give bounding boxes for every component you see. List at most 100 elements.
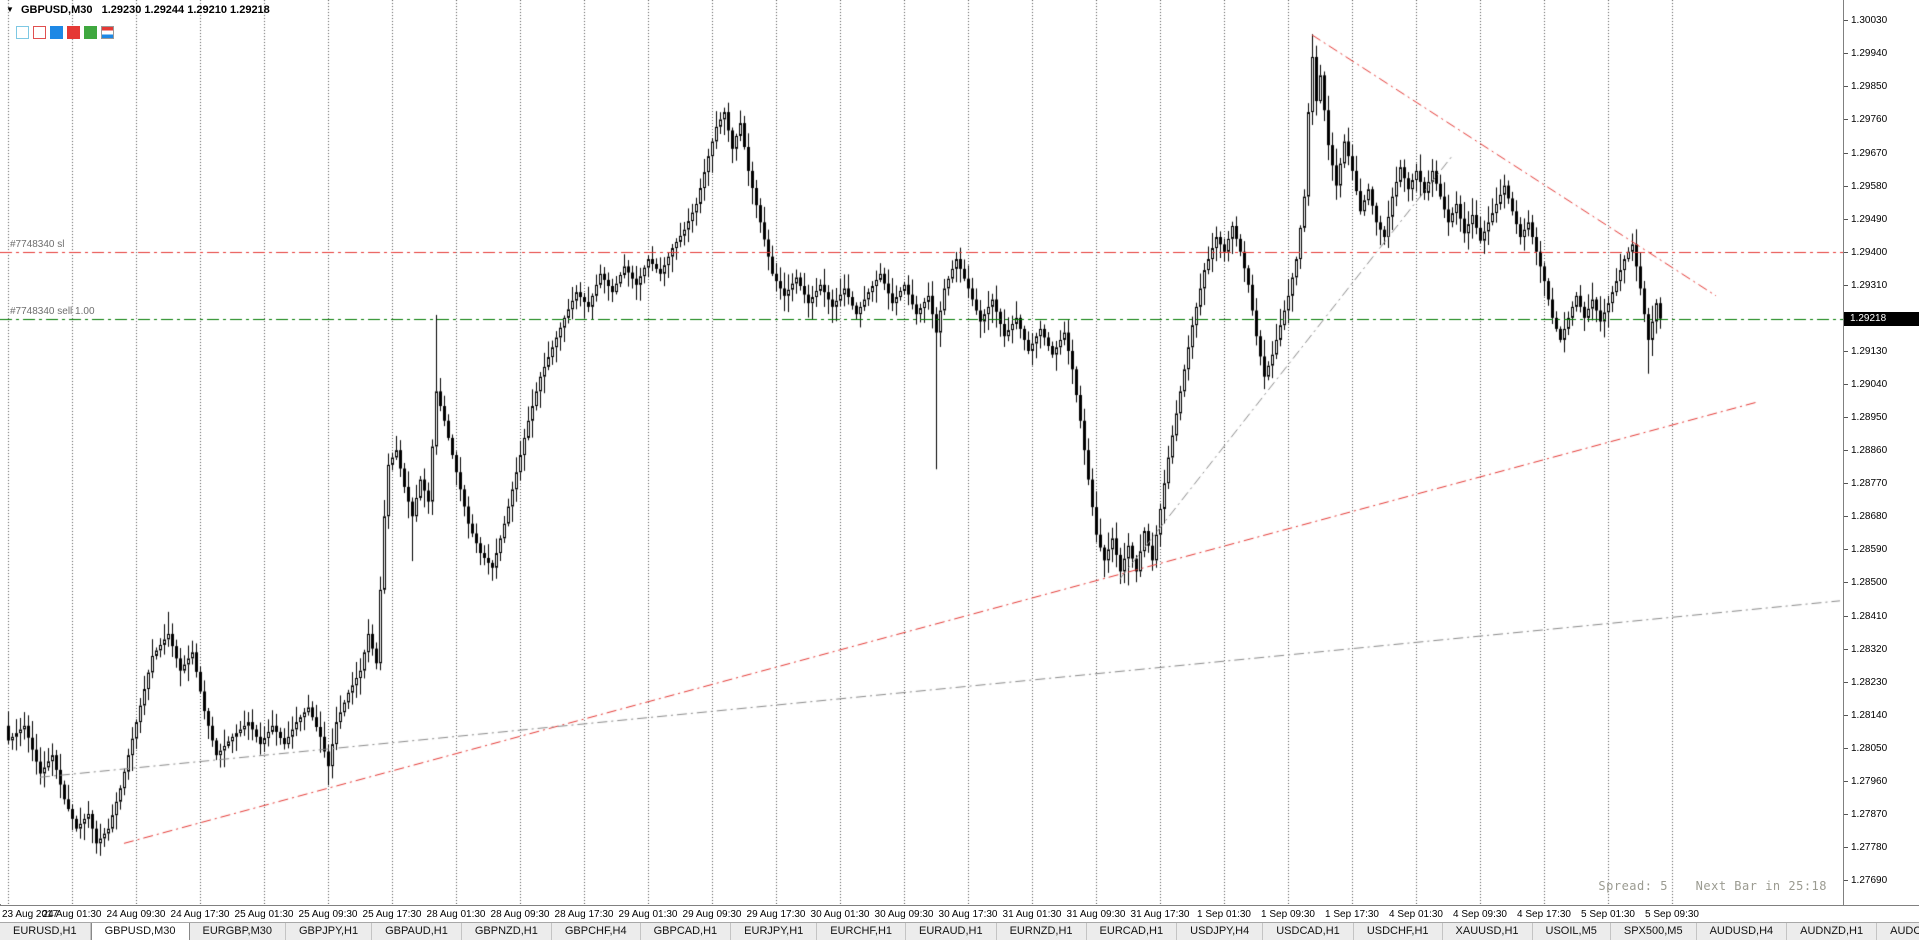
swatch-striped-flag-icon[interactable]: [101, 26, 114, 39]
x-axis-label: 31 Aug 09:30: [1066, 909, 1126, 920]
x-axis-label: 5 Sep 09:30: [1645, 909, 1699, 920]
symbol-tab-eurcad-h1[interactable]: EURCAD,H1: [1087, 923, 1178, 940]
y-axis-tickmark: [1844, 86, 1848, 87]
x-axis-label: 28 Aug 17:30: [554, 909, 614, 920]
y-axis-label: 1.28770: [1851, 478, 1888, 490]
chart-ohlc-values: 1.29230 1.29244 1.29210 1.29218: [101, 4, 270, 16]
x-axis-label: 4 Sep 01:30: [1389, 909, 1443, 920]
x-axis-label: 23 Aug 2017: [2, 909, 59, 920]
y-axis-tickmark: [1844, 516, 1848, 517]
y-axis-label: 1.27960: [1851, 775, 1888, 787]
symbol-tab-gbpusd-m30[interactable]: GBPUSD,M30: [90, 923, 190, 940]
y-axis-label: 1.29580: [1851, 180, 1888, 192]
symbol-tab-gbpaud-h1[interactable]: GBPAUD,H1: [372, 923, 462, 940]
y-axis-tickmark: [1844, 682, 1848, 683]
time-axis[interactable]: 23 Aug 2017 24 Aug 01:30 24 Aug 09:30 24 Au…: [0, 905, 1919, 922]
x-axis-label: 4 Sep 09:30: [1453, 909, 1507, 920]
x-axis-label: 30 Aug 17:30: [938, 909, 998, 920]
swatch-outline-cyan-icon[interactable]: [16, 26, 29, 39]
symbol-tab-eurnzd-h1[interactable]: EURNZD,H1: [997, 923, 1087, 940]
y-axis-label: 1.29850: [1851, 81, 1888, 93]
y-axis-label: 1.28140: [1851, 709, 1888, 721]
y-axis-tickmark: [1844, 417, 1848, 418]
symbol-tab-usdjpy-h4[interactable]: USDJPY,H4: [1177, 923, 1264, 940]
y-axis-label: 1.28230: [1851, 676, 1888, 688]
y-axis-tickmark: [1844, 549, 1848, 550]
x-axis-label: 24 Aug 01:30: [42, 909, 102, 920]
y-axis-tickmark: [1844, 582, 1848, 583]
chart-title: ▼ GBPUSD,M30 1.29230 1.29244 1.29210 1.2…: [6, 4, 270, 16]
x-axis-label: 29 Aug 01:30: [618, 909, 678, 920]
symbol-tab-usoil-m5[interactable]: USOIL,M5: [1533, 923, 1611, 940]
y-axis-tickmark: [1844, 715, 1848, 716]
spread-nextbar-status: Spread: 5 Next Bar in 25:18: [1598, 879, 1827, 893]
symbol-tab-gbpnzd-h1[interactable]: GBPNZD,H1: [462, 923, 552, 940]
y-axis-label: 1.28950: [1851, 412, 1888, 424]
symbol-tab-eurusd-h1[interactable]: EURUSD,H1: [0, 923, 91, 940]
x-axis-label: 1 Sep 17:30: [1325, 909, 1379, 920]
window-menu-icon[interactable]: ▼: [6, 5, 14, 14]
y-axis-label: 1.28050: [1851, 742, 1888, 754]
x-axis-label: 5 Sep 01:30: [1581, 909, 1635, 920]
symbol-tab-usdcad-h1[interactable]: USDCAD,H1: [1263, 923, 1354, 940]
y-axis-tickmark: [1844, 450, 1848, 451]
y-axis-label: 1.30030: [1851, 15, 1888, 27]
y-axis-tickmark: [1844, 781, 1848, 782]
x-axis-label: 25 Aug 01:30: [234, 909, 294, 920]
y-axis-label: 1.28860: [1851, 445, 1888, 457]
y-axis-label: 1.28320: [1851, 643, 1888, 655]
y-axis-label: 1.29760: [1851, 114, 1888, 126]
y-axis-tickmark: [1844, 285, 1848, 286]
y-axis-label: 1.27780: [1851, 842, 1888, 854]
symbol-tab-audusd-h4[interactable]: AUDUSD,H4: [1697, 923, 1788, 940]
swatch-green-icon[interactable]: [84, 26, 97, 39]
y-axis-label: 1.29940: [1851, 48, 1888, 60]
y-axis-label: 1.27690: [1851, 875, 1888, 887]
y-axis-label: 1.29310: [1851, 279, 1888, 291]
x-axis-label: 24 Aug 09:30: [106, 909, 166, 920]
chart-canvas[interactable]: [0, 0, 1843, 904]
y-axis-label: 1.28500: [1851, 577, 1888, 589]
symbol-tab-eurgbp-m30[interactable]: EURGBP,M30: [190, 923, 286, 940]
x-axis-label: 29 Aug 09:30: [682, 909, 742, 920]
current-price-badge: 1.29218: [1844, 311, 1919, 326]
symbol-tab-gbpchf-h4[interactable]: GBPCHF,H4: [552, 923, 641, 940]
x-axis-label: 25 Aug 09:30: [298, 909, 358, 920]
y-axis-tickmark: [1844, 153, 1848, 154]
symbol-tab-usdchf-h1[interactable]: USDCHF,H1: [1354, 923, 1443, 940]
x-axis-label: 31 Aug 01:30: [1002, 909, 1062, 920]
symbol-tab-gbpcad-h1[interactable]: GBPCAD,H1: [641, 923, 732, 940]
y-axis-tickmark: [1844, 219, 1848, 220]
swatch-outline-red-icon[interactable]: [33, 26, 46, 39]
x-axis-label: 28 Aug 01:30: [426, 909, 486, 920]
symbol-tab-eurchf-h1[interactable]: EURCHF,H1: [817, 923, 907, 940]
x-axis-label: 28 Aug 09:30: [490, 909, 550, 920]
swatch-blue-icon[interactable]: [50, 26, 63, 39]
x-axis-label: 1 Sep 09:30: [1261, 909, 1315, 920]
y-axis-tickmark: [1844, 351, 1848, 352]
x-axis-label: 4 Sep 17:30: [1517, 909, 1571, 920]
x-axis-label: 31 Aug 17:30: [1130, 909, 1190, 920]
y-axis-tickmark: [1844, 649, 1848, 650]
y-axis-label: 1.29670: [1851, 147, 1888, 159]
y-axis-tickmark: [1844, 814, 1848, 815]
x-axis-label: 1 Sep 01:30: [1197, 909, 1251, 920]
order-sell-label: #7748340 sell 1.00: [10, 305, 95, 317]
object-toolbar: [16, 26, 114, 39]
y-axis-label: 1.28410: [1851, 610, 1888, 622]
symbol-tab-eurjpy-h1[interactable]: EURJPY,H1: [731, 923, 818, 940]
next-bar-text: Next Bar in 25:18: [1695, 879, 1827, 893]
swatch-red-icon[interactable]: [67, 26, 80, 39]
y-axis-tickmark: [1844, 483, 1848, 484]
symbol-tab-audnzd-h1[interactable]: AUDNZD,H1: [1787, 923, 1878, 940]
symbol-tab-gbpjpy-h1[interactable]: GBPJPY,H1: [286, 923, 373, 940]
symbol-tab-xauusd-h1[interactable]: XAUUSD,H1: [1443, 923, 1533, 940]
symbol-tab-spx500-m5[interactable]: SPX500,M5: [1611, 923, 1697, 940]
symbol-tab-audcad-daily[interactable]: AUDCAD,Daily: [1877, 923, 1919, 940]
order-sl-label: #7748340 sl: [10, 238, 65, 250]
x-axis-label: 29 Aug 17:30: [746, 909, 806, 920]
x-axis-label: 25 Aug 17:30: [362, 909, 422, 920]
price-axis[interactable]: 1.29218 1.30030 1.29940 1.29850 1.29760 1.29…: [1843, 0, 1919, 905]
symbol-tab-euraud-h1[interactable]: EURAUD,H1: [906, 923, 997, 940]
